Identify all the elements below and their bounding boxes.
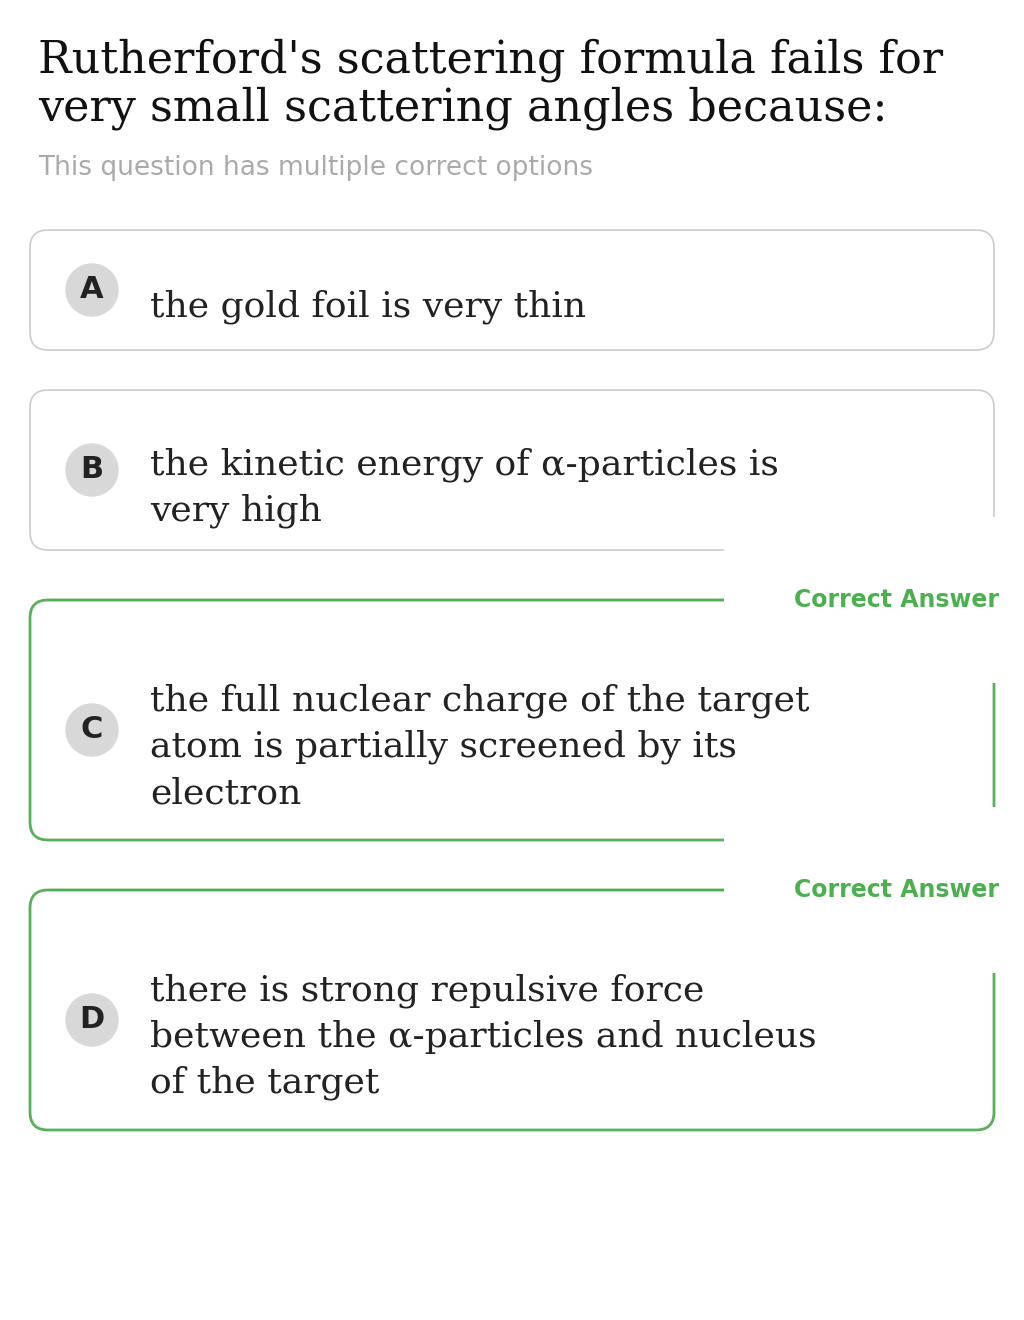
Text: there is strong repulsive force: there is strong repulsive force [150,974,705,1008]
Text: electron: electron [150,776,301,810]
Text: very small scattering angles because:: very small scattering angles because: [38,86,888,129]
Circle shape [66,994,118,1045]
Text: the full nuclear charge of the target: the full nuclear charge of the target [150,684,810,718]
Text: atom is partially screened by its: atom is partially screened by its [150,730,737,764]
Text: This question has multiple correct options: This question has multiple correct optio… [38,154,593,181]
Text: Rutherford's scattering formula fails for: Rutherford's scattering formula fails fo… [38,38,943,82]
FancyBboxPatch shape [30,389,994,550]
Text: C: C [81,715,103,744]
FancyBboxPatch shape [30,230,994,350]
Circle shape [66,264,118,315]
Text: A: A [80,276,103,305]
Text: of the target: of the target [150,1067,379,1101]
Text: very high: very high [150,492,322,528]
Circle shape [66,704,118,756]
Text: Correct Answer: Correct Answer [795,587,999,612]
Text: the kinetic energy of α-particles is: the kinetic energy of α-particles is [150,447,779,482]
Text: B: B [81,455,103,484]
Text: the gold foil is very thin: the gold foil is very thin [150,290,586,325]
FancyBboxPatch shape [30,601,994,840]
Text: Correct Answer: Correct Answer [795,878,999,902]
Text: D: D [80,1006,104,1035]
FancyBboxPatch shape [30,890,994,1130]
Circle shape [66,444,118,496]
Text: between the α-particles and nucleus: between the α-particles and nucleus [150,1020,816,1053]
